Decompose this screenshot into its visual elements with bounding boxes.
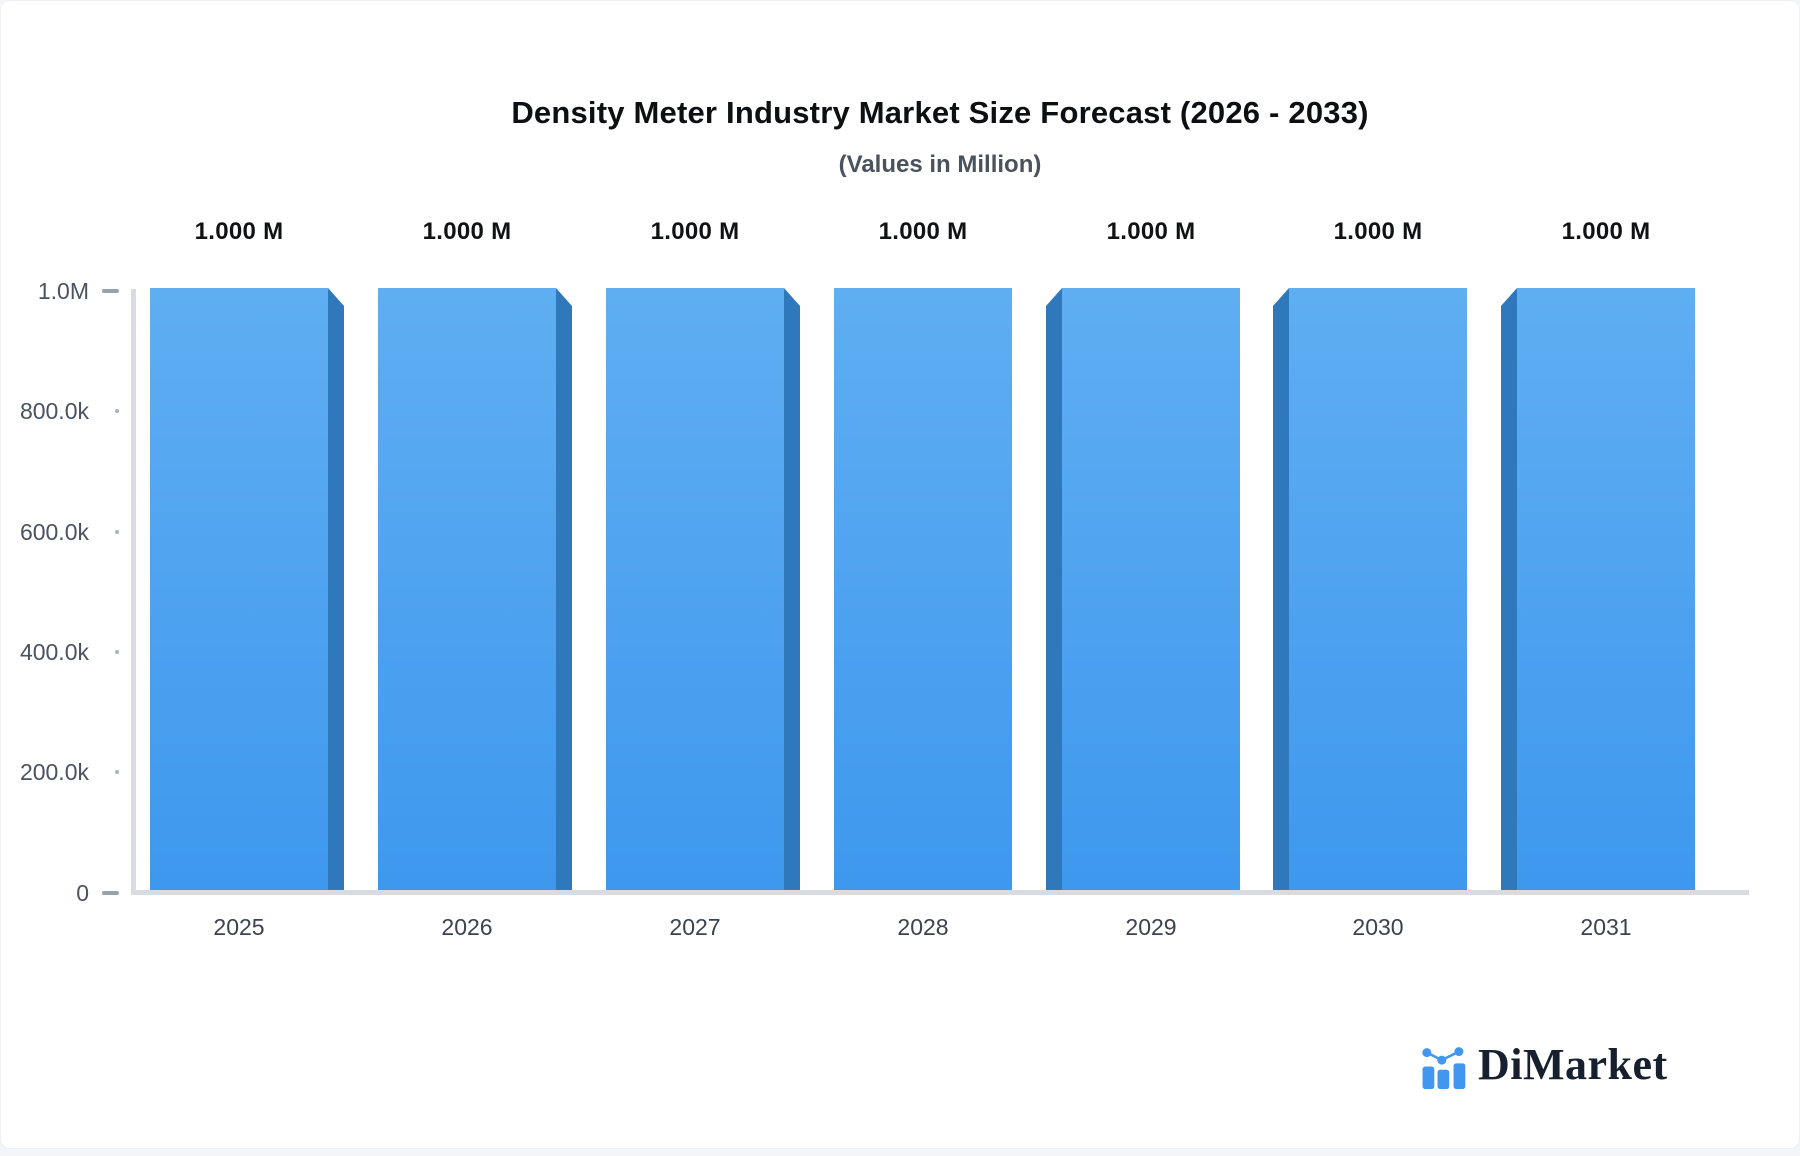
y-tick-mark xyxy=(115,650,119,654)
y-axis-line xyxy=(131,289,136,895)
y-tick-label: 800.0k xyxy=(19,398,89,424)
bar-group-2026: 1.000 M 2026 xyxy=(378,1,572,1148)
bar-face xyxy=(1517,288,1695,890)
y-tick-label: 200.0k xyxy=(19,759,89,785)
y-tick-mark xyxy=(102,289,119,293)
bar-2028[interactable] xyxy=(834,288,1012,890)
bar-face xyxy=(378,288,556,890)
bar-2026[interactable] xyxy=(378,288,572,890)
bar-face xyxy=(834,288,1012,890)
chart-subtitle: (Values in Million) xyxy=(838,151,1042,178)
x-axis-line xyxy=(131,890,1749,895)
bar-group-2027: 1.000 M 2027 xyxy=(606,1,800,1148)
bar-face xyxy=(1062,288,1240,890)
y-tick-label: 400.0k xyxy=(19,639,89,665)
x-tick-label: 2028 xyxy=(897,914,949,940)
bar-3d-side xyxy=(784,288,800,890)
bar-value-label: 1.000 M xyxy=(422,218,512,245)
bar-value-label: 1.000 M xyxy=(1333,218,1423,245)
x-tick-label: 2026 xyxy=(441,914,493,940)
chart-title: Density Meter Industry Market Size Forec… xyxy=(511,95,1369,130)
bar-value-label: 1.000 M xyxy=(650,218,740,245)
bar-2025[interactable] xyxy=(150,288,344,890)
bar-value-label: 1.000 M xyxy=(878,218,968,245)
x-tick-label: 2027 xyxy=(669,914,721,940)
bar-group-2031: 1.000 M 2031 xyxy=(1501,1,1695,1148)
bar-3d-side xyxy=(1273,288,1289,890)
y-tick-mark xyxy=(115,409,119,413)
bar-3d-side xyxy=(1501,288,1517,890)
y-tick-label: 600.0k xyxy=(19,519,89,545)
bar-group-2029: 1.000 M 2029 xyxy=(1046,1,1240,1148)
logo-wordmark: DiMarket xyxy=(1478,1040,1668,1089)
bar-group-2025: 1.000 M 2025 xyxy=(150,1,344,1148)
x-tick-label: 2029 xyxy=(1125,914,1177,940)
bar-2031[interactable] xyxy=(1501,288,1695,890)
bar-face xyxy=(150,288,328,890)
x-tick-label: 2025 xyxy=(213,914,265,940)
bar-group-2028: 1.000 M 2028 xyxy=(834,1,1012,1148)
y-tick-label: 0 xyxy=(76,880,89,906)
bar-chart-trend-icon xyxy=(1422,1047,1466,1089)
y-tick-mark xyxy=(102,891,119,895)
bar-3d-side xyxy=(328,288,344,890)
bar-3d-side xyxy=(556,288,572,890)
bar-2029[interactable] xyxy=(1046,288,1240,890)
x-tick-label: 2030 xyxy=(1352,914,1404,940)
dimarket-logo: DiMarket xyxy=(1422,1041,1668,1089)
bar-3d-side xyxy=(1046,288,1062,890)
bar-value-label: 1.000 M xyxy=(194,218,284,245)
bar-value-label: 1.000 M xyxy=(1106,218,1196,245)
bar-face xyxy=(1289,288,1467,890)
y-tick-mark xyxy=(115,770,119,774)
bar-2030[interactable] xyxy=(1273,288,1467,890)
bar-group-2030: 1.000 M 2030 xyxy=(1273,1,1467,1148)
x-tick-label: 2031 xyxy=(1580,914,1632,940)
bar-value-label: 1.000 M xyxy=(1561,218,1651,245)
y-tick-label: 1.0M xyxy=(37,278,89,304)
bar-face xyxy=(606,288,784,890)
y-tick-mark xyxy=(115,530,119,534)
bar-2027[interactable] xyxy=(606,288,800,890)
